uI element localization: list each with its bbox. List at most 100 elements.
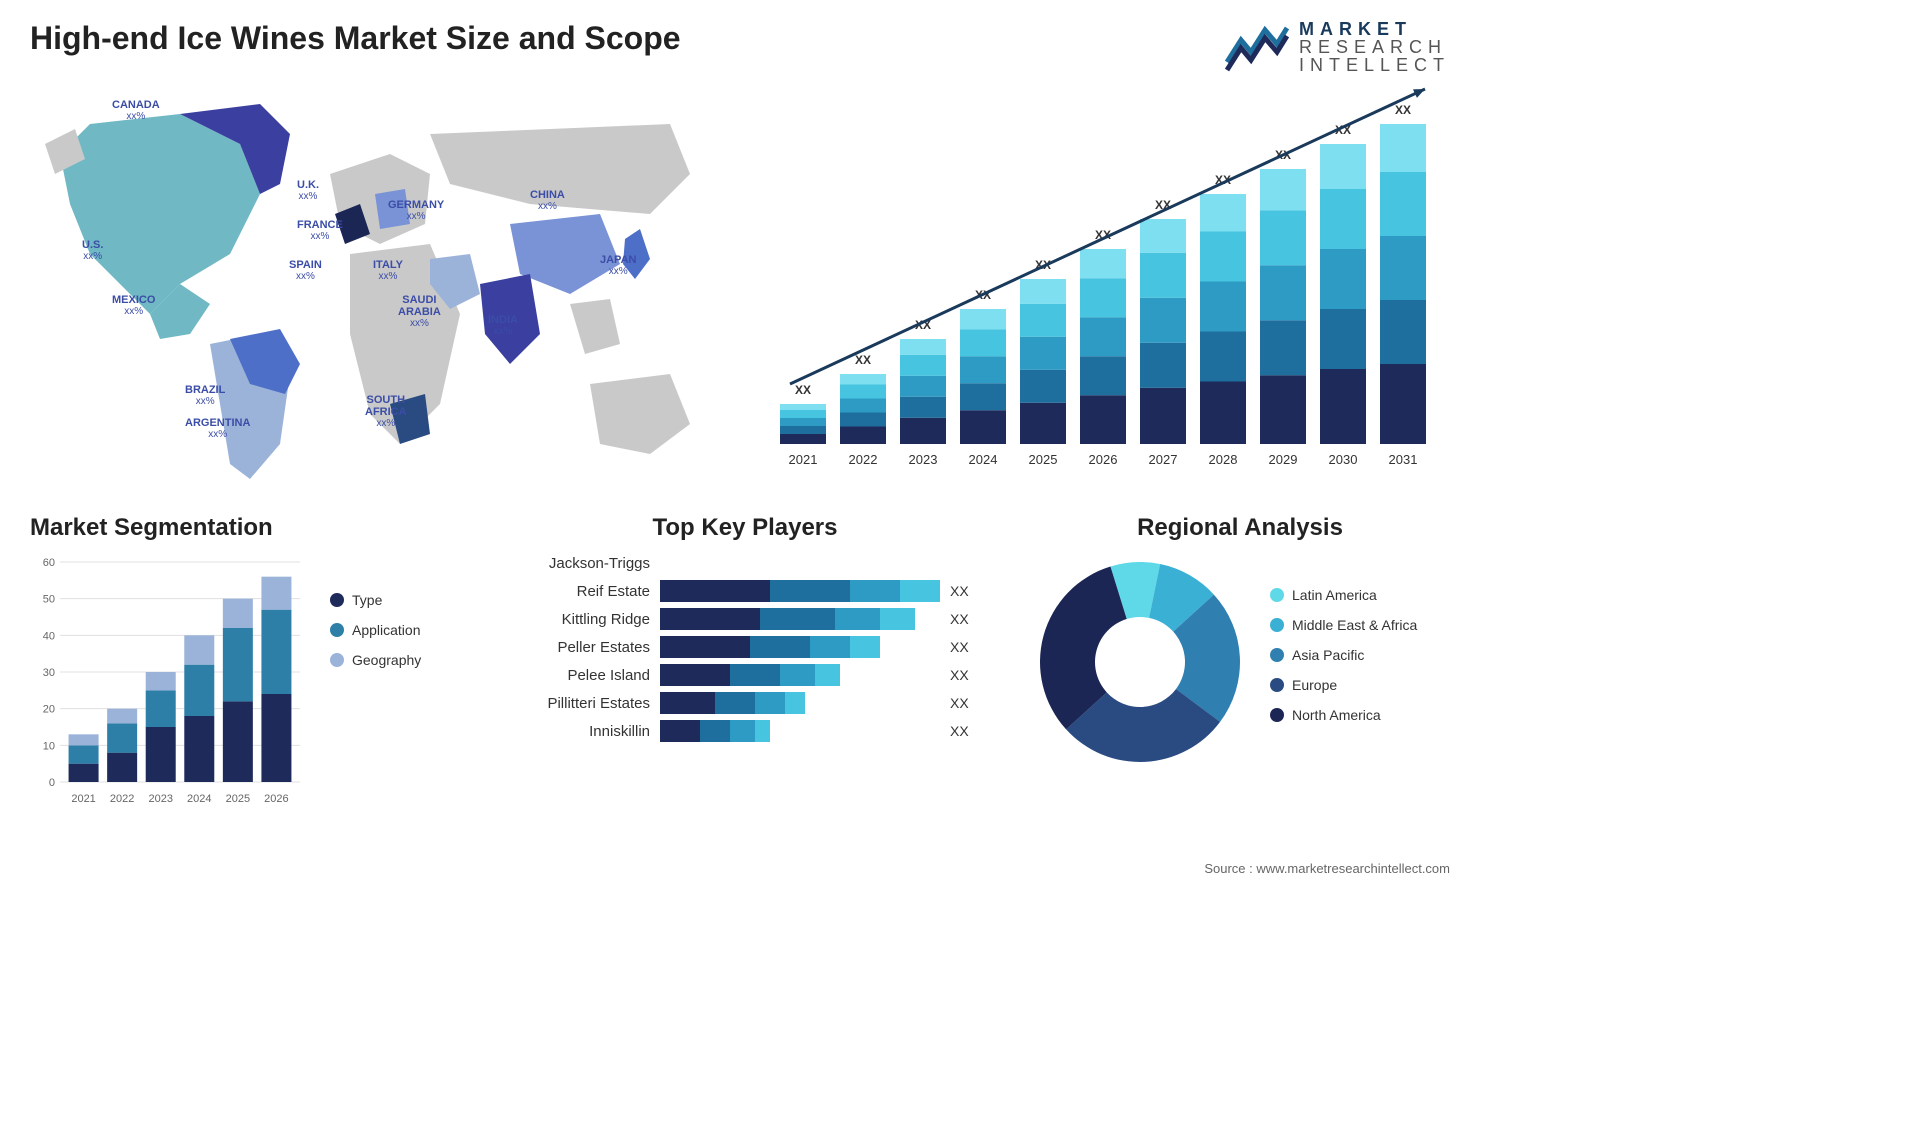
players-list: Jackson-Triggs Reif Estate XX Kittling Ridg… bbox=[490, 552, 1000, 742]
player-bar-segment bbox=[700, 720, 730, 742]
legend-swatch bbox=[330, 623, 344, 637]
legend-swatch bbox=[1270, 708, 1284, 722]
brand-logo: MARKET RESEARCH INTELLECT bbox=[1225, 20, 1450, 74]
legend-swatch bbox=[1270, 618, 1284, 632]
player-bar-segment bbox=[660, 608, 760, 630]
svg-text:2022: 2022 bbox=[849, 452, 878, 467]
regional-title: Regional Analysis bbox=[1030, 514, 1450, 542]
legend-item: Europe bbox=[1270, 677, 1450, 693]
donut-wrap bbox=[1030, 552, 1250, 772]
svg-text:40: 40 bbox=[43, 630, 55, 642]
legend-label: Application bbox=[352, 622, 421, 638]
legend-swatch bbox=[1270, 588, 1284, 602]
players-title: Top Key Players bbox=[490, 514, 1000, 542]
player-bar-segment bbox=[660, 720, 700, 742]
svg-text:2021: 2021 bbox=[789, 452, 818, 467]
map-country-label: SAUDIARABIAxx% bbox=[398, 294, 441, 329]
svg-text:2023: 2023 bbox=[909, 452, 938, 467]
svg-text:30: 30 bbox=[43, 667, 55, 679]
regional-legend: Latin America Middle East & Africa Asia Pa… bbox=[1270, 587, 1450, 737]
segmentation-chart: 0102030405060202120222023202420252026 Ty… bbox=[30, 552, 460, 834]
player-bar-segment bbox=[730, 720, 755, 742]
source-text: Source : www.marketresearchintellect.com bbox=[1204, 861, 1450, 876]
player-name: Pelee Island bbox=[500, 667, 650, 684]
player-bar-segment bbox=[660, 692, 715, 714]
player-name: Reif Estate bbox=[500, 583, 650, 600]
legend-label: Type bbox=[352, 592, 382, 608]
svg-text:2025: 2025 bbox=[1029, 452, 1058, 467]
svg-text:0: 0 bbox=[49, 777, 55, 789]
player-value-label: XX bbox=[950, 639, 990, 655]
svg-text:60: 60 bbox=[43, 557, 55, 569]
legend-swatch bbox=[330, 593, 344, 607]
svg-text:2023: 2023 bbox=[148, 793, 172, 805]
player-value-label: XX bbox=[950, 583, 990, 599]
player-name: Jackson-Triggs bbox=[500, 555, 650, 572]
player-bar bbox=[660, 636, 940, 658]
player-bar-segment bbox=[730, 664, 780, 686]
player-bar-segment bbox=[780, 664, 815, 686]
page-root: High-end Ice Wines Market Size and Scope… bbox=[0, 0, 1480, 884]
player-bar-segment bbox=[755, 720, 770, 742]
player-bar bbox=[660, 552, 990, 574]
legend-swatch bbox=[1270, 678, 1284, 692]
legend-label: North America bbox=[1292, 707, 1381, 723]
player-bar-segment bbox=[835, 608, 880, 630]
map-country-label: JAPANxx% bbox=[600, 254, 636, 277]
legend-item: Type bbox=[330, 592, 460, 608]
map-country-label: GERMANYxx% bbox=[388, 199, 444, 222]
legend-item: North America bbox=[1270, 707, 1450, 723]
player-bar bbox=[660, 580, 940, 602]
player-row: Peller Estates XX bbox=[500, 636, 990, 658]
logo-text: MARKET RESEARCH INTELLECT bbox=[1299, 20, 1450, 74]
regional-chart: Latin America Middle East & Africa Asia Pa… bbox=[1030, 552, 1450, 772]
legend-item: Latin America bbox=[1270, 587, 1450, 603]
legend-swatch bbox=[1270, 648, 1284, 662]
svg-text:2021: 2021 bbox=[71, 793, 95, 805]
player-name: Kittling Ridge bbox=[500, 611, 650, 628]
legend-label: Asia Pacific bbox=[1292, 647, 1364, 663]
header: High-end Ice Wines Market Size and Scope… bbox=[30, 20, 1450, 74]
svg-text:2022: 2022 bbox=[110, 793, 134, 805]
map-country-label: CANADAxx% bbox=[112, 99, 160, 122]
regional-panel: Regional Analysis Latin America Middle Ea… bbox=[1030, 514, 1450, 834]
bottom-row: Market Segmentation 01020304050602021202… bbox=[30, 514, 1450, 834]
player-bar-segment bbox=[770, 580, 850, 602]
player-bar-segment bbox=[660, 636, 750, 658]
segmentation-svg: 0102030405060202120222023202420252026 bbox=[30, 552, 310, 812]
page-title: High-end Ice Wines Market Size and Scope bbox=[30, 20, 681, 57]
player-bar-segment bbox=[850, 636, 880, 658]
player-bar bbox=[660, 692, 940, 714]
player-bar bbox=[660, 720, 940, 742]
segmentation-plot: 0102030405060202120222023202420252026 bbox=[30, 552, 310, 834]
logo-icon bbox=[1225, 22, 1289, 72]
legend-item: Asia Pacific bbox=[1270, 647, 1450, 663]
svg-text:50: 50 bbox=[43, 594, 55, 606]
svg-text:XX: XX bbox=[855, 353, 871, 367]
player-name: Inniskillin bbox=[500, 723, 650, 740]
player-row: Jackson-Triggs bbox=[500, 552, 990, 574]
player-value-label: XX bbox=[950, 695, 990, 711]
svg-text:2027: 2027 bbox=[1149, 452, 1178, 467]
segmentation-legend: Type Application Geography bbox=[330, 552, 460, 834]
legend-label: Geography bbox=[352, 652, 421, 668]
player-name: Peller Estates bbox=[500, 639, 650, 656]
svg-text:2025: 2025 bbox=[226, 793, 250, 805]
map-country-label: ARGENTINAxx% bbox=[185, 417, 250, 440]
map-country-label: FRANCExx% bbox=[297, 219, 343, 242]
svg-text:XX: XX bbox=[1395, 103, 1411, 117]
players-panel: Top Key Players Jackson-Triggs Reif Estat… bbox=[490, 514, 1000, 834]
player-row: InniskillinXX bbox=[500, 720, 990, 742]
segmentation-panel: Market Segmentation 01020304050602021202… bbox=[30, 514, 460, 834]
legend-label: Middle East & Africa bbox=[1292, 617, 1417, 633]
player-bar-segment bbox=[715, 692, 755, 714]
player-bar-segment bbox=[660, 664, 730, 686]
player-value-label: XX bbox=[950, 611, 990, 627]
growth-chart: XX2021XX2022XX2023XX2024XX2025XX2026XX20… bbox=[770, 84, 1450, 484]
legend-item: Middle East & Africa bbox=[1270, 617, 1450, 633]
map-country-label: BRAZILxx% bbox=[185, 384, 225, 407]
map-country-label: U.K.xx% bbox=[297, 179, 319, 202]
svg-text:2031: 2031 bbox=[1389, 452, 1418, 467]
legend-item: Application bbox=[330, 622, 460, 638]
player-bar-segment bbox=[755, 692, 785, 714]
